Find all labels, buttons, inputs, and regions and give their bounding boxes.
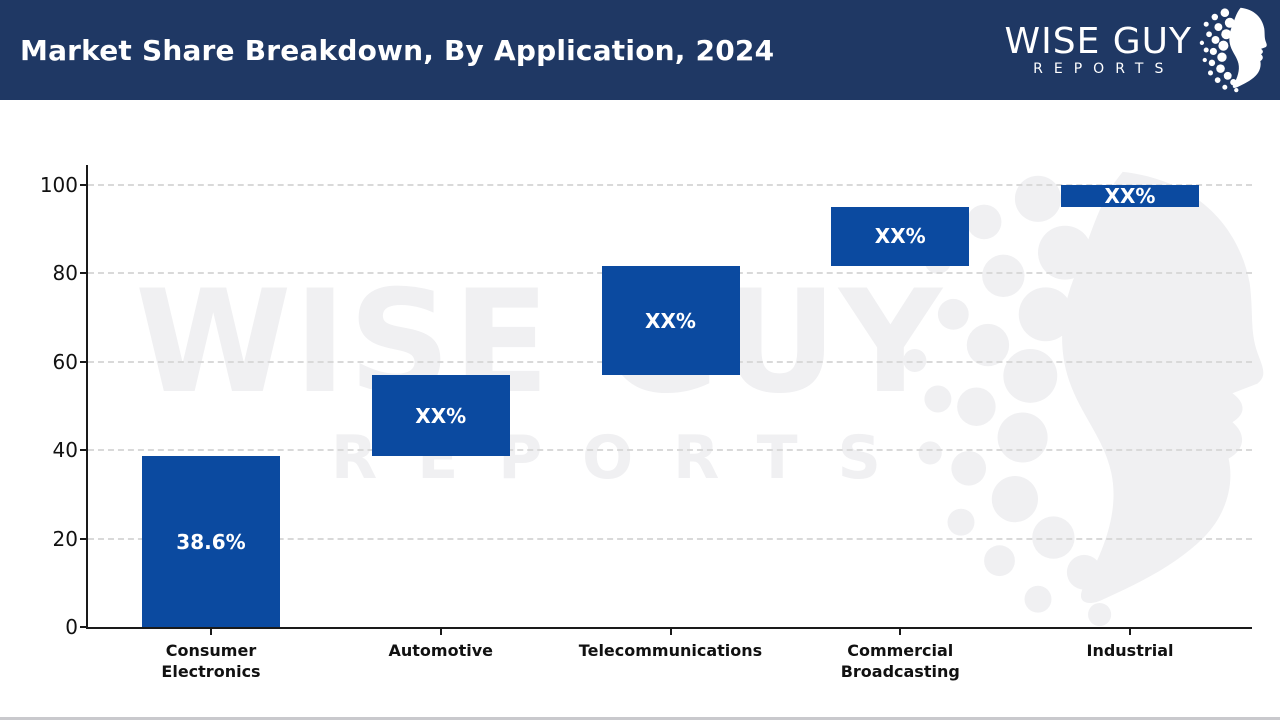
logo-face-icon (1199, 7, 1267, 93)
x-axis-line (86, 627, 1252, 629)
logo-subtitle: REPORTS (1033, 61, 1175, 78)
x-axis-tick-mark-consumer-electronics (210, 629, 212, 635)
x-axis-label-industrial: Industrial (1086, 641, 1174, 660)
bar-value-label-commercial-broadcasting: XX% (874, 224, 926, 249)
y-axis-line (86, 165, 88, 629)
bar-telecommunications: XX% (601, 266, 740, 376)
bar-automotive: XX% (371, 375, 510, 457)
chart-area: 0 20 40 60 80 100 38.6% Consumer Electronics XX%… (0, 100, 1280, 717)
y-axis-tick-label-60: 60 (52, 349, 78, 374)
y-axis-tick-mark-40 (80, 449, 86, 452)
wise-guy-reports-logo: WISE GUY REPORTS (1005, 0, 1269, 100)
x-axis-label-consumer-electronics: Consumer Electronics (161, 641, 261, 681)
bar-value-label-consumer-electronics: 38.6% (176, 529, 246, 554)
y-axis-tick-mark-20 (80, 537, 86, 540)
x-axis-label-automotive: Automotive (388, 641, 494, 660)
gridline-40 (88, 449, 1252, 452)
y-axis-tick-label-0: 0 (65, 615, 78, 639)
x-axis-tick-mark-industrial (1129, 629, 1131, 635)
x-axis-tick-mark-automotive (439, 629, 442, 635)
bar-value-label-industrial: XX% (1104, 183, 1156, 208)
y-axis-tick-mark-100 (80, 184, 86, 186)
header-bar: Market Share Breakdown, By Application, … (0, 0, 1280, 100)
y-axis-tick-mark-60 (80, 360, 86, 363)
x-axis-tick-mark-commercial-broadcasting (899, 629, 902, 635)
x-axis-tick-mark-telecommunications (669, 629, 672, 635)
y-axis-tick-mark-80 (80, 272, 86, 275)
logo-wordmark: WISE GUY (1004, 20, 1192, 62)
gridline-20 (88, 537, 1252, 540)
bar-industrial: XX% (1061, 185, 1199, 207)
y-axis-tick-label-80: 80 (52, 261, 78, 286)
y-axis-tick-label-20: 20 (52, 526, 78, 551)
bar-consumer-electronics: 38.6% (142, 456, 280, 627)
y-axis-tick-label-100: 100 (39, 173, 78, 197)
y-axis-tick-mark-0 (80, 626, 86, 628)
bar-value-label-telecommunications: XX% (645, 308, 696, 333)
x-axis-label-telecommunications: Telecommunications (578, 641, 763, 660)
page-title: Market Share Breakdown, By Application, … (20, 33, 775, 67)
x-axis-label-commercial-broadcasting: Commercial Broadcasting (840, 641, 960, 681)
logo-text: WISE GUY REPORTS (1004, 20, 1193, 78)
gridline-100 (88, 184, 1252, 186)
bar-commercial-broadcasting: XX% (831, 206, 970, 267)
y-axis-tick-label-40: 40 (52, 438, 78, 463)
bar-value-label-automotive: XX% (415, 403, 467, 428)
